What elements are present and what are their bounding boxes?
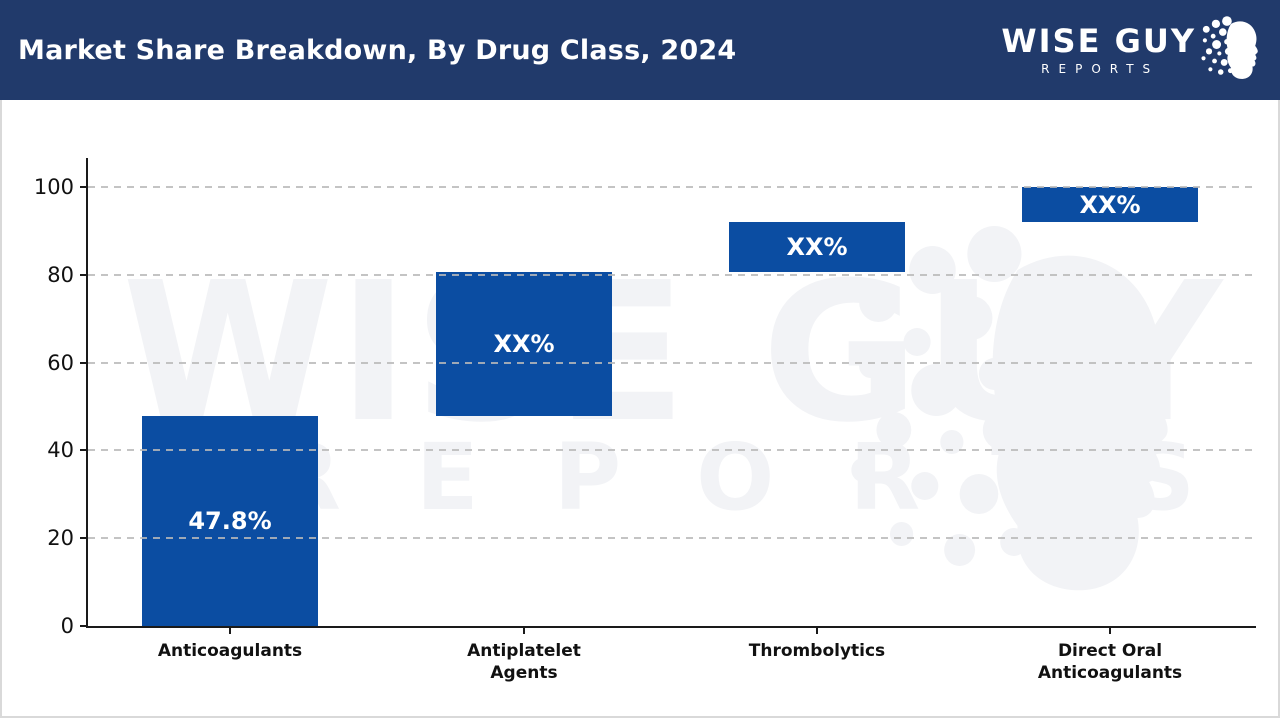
y-tick-mark-100 — [80, 186, 88, 188]
logo-wiseguy-text: WISE GUY — [1001, 21, 1196, 60]
wise-guy-logo: WISE GUY REPORTS — [1001, 10, 1260, 90]
y-tick-label-60: 60 — [47, 350, 74, 375]
logo-face-icon — [1201, 16, 1258, 79]
header-bar: Market Share Breakdown, By Drug Class, 2… — [0, 0, 1280, 100]
x-tick-mark — [229, 626, 231, 634]
y-tick-label-0: 0 — [60, 614, 74, 638]
gridline-100 — [88, 186, 1256, 188]
y-tick-mark-20 — [80, 537, 88, 540]
chart-title: Market Share Breakdown, By Drug Class, 2… — [18, 34, 737, 66]
bar-direct-oral-anticoagulants — [1022, 187, 1198, 223]
bar-value-label: 47.8% — [188, 507, 272, 536]
y-tick-mark-80 — [80, 273, 88, 276]
gridline-20 — [88, 537, 1256, 540]
gridline-60 — [88, 361, 1256, 364]
x-category-label: Anticoagulants — [157, 641, 303, 661]
x-category-label: Antiplatelet Agents — [467, 641, 581, 684]
x-tick-mark — [523, 626, 525, 634]
y-tick-label-20: 20 — [47, 526, 74, 551]
y-tick-mark-0 — [80, 625, 88, 627]
x-category-label: Direct Oral Anticoagulants — [1037, 641, 1183, 684]
y-tick-label-100: 100 — [33, 175, 74, 199]
y-tick-mark-40 — [80, 449, 88, 452]
x-axis-line — [86, 626, 1256, 628]
gridline-40 — [88, 449, 1256, 452]
y-tick-label-40: 40 — [47, 438, 74, 463]
y-axis-line — [86, 158, 88, 628]
bar-thrombolytics — [729, 222, 905, 273]
x-tick-mark — [1109, 626, 1111, 634]
bar-value-label: XX% — [493, 330, 555, 359]
logo-reports-text: REPORTS — [1041, 61, 1160, 76]
y-tick-mark-60 — [80, 361, 88, 364]
x-tick-mark — [816, 626, 818, 634]
bar-antiplatelet-agents — [436, 272, 612, 417]
y-tick-label-80: 80 — [47, 262, 74, 287]
bar-value-label: XX% — [786, 233, 848, 262]
x-category-label: Thrombolytics — [748, 641, 886, 661]
bar-value-label: XX% — [1079, 190, 1141, 219]
logo-text: WISE GUY REPORTS — [1001, 25, 1196, 76]
gridline-80 — [88, 273, 1256, 276]
